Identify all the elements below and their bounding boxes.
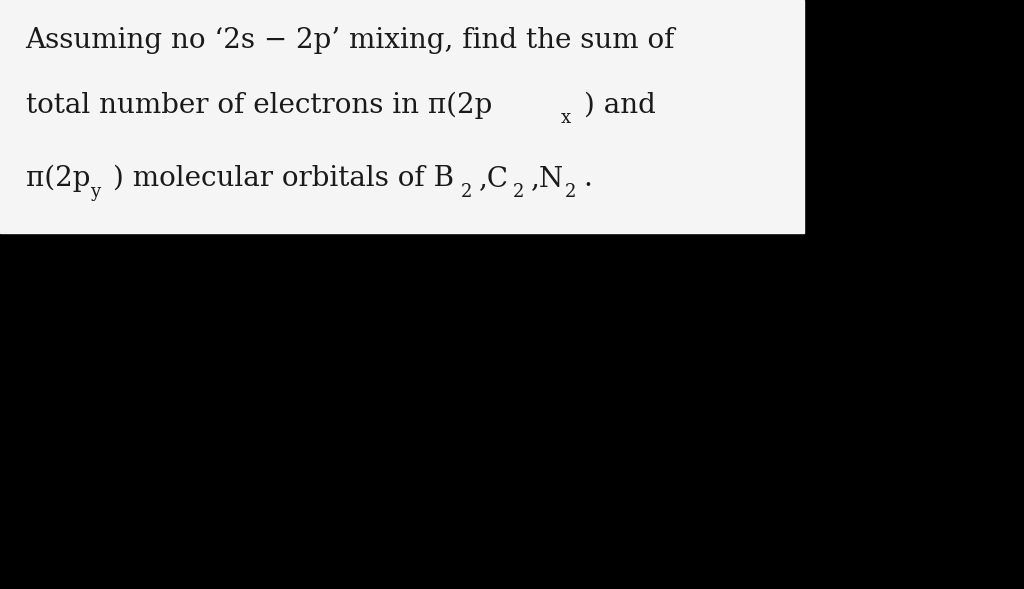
Text: total number of electrons in π(2p: total number of electrons in π(2p: [26, 91, 492, 118]
Text: .: .: [584, 165, 593, 192]
Text: ,C: ,C: [479, 165, 509, 192]
Text: Assuming no ‘2s − 2p’ mixing, find the sum of: Assuming no ‘2s − 2p’ mixing, find the s…: [26, 27, 675, 54]
Text: π(2p: π(2p: [26, 165, 90, 192]
Text: ) and: ) and: [584, 91, 655, 118]
FancyBboxPatch shape: [0, 0, 804, 233]
Text: y: y: [90, 183, 100, 201]
Text: ,N: ,N: [531, 165, 564, 192]
Text: 2: 2: [565, 183, 577, 201]
Text: x: x: [561, 109, 571, 127]
Text: 2: 2: [513, 183, 524, 201]
Text: 2: 2: [461, 183, 472, 201]
Text: ) molecular orbitals of B: ) molecular orbitals of B: [113, 165, 454, 192]
